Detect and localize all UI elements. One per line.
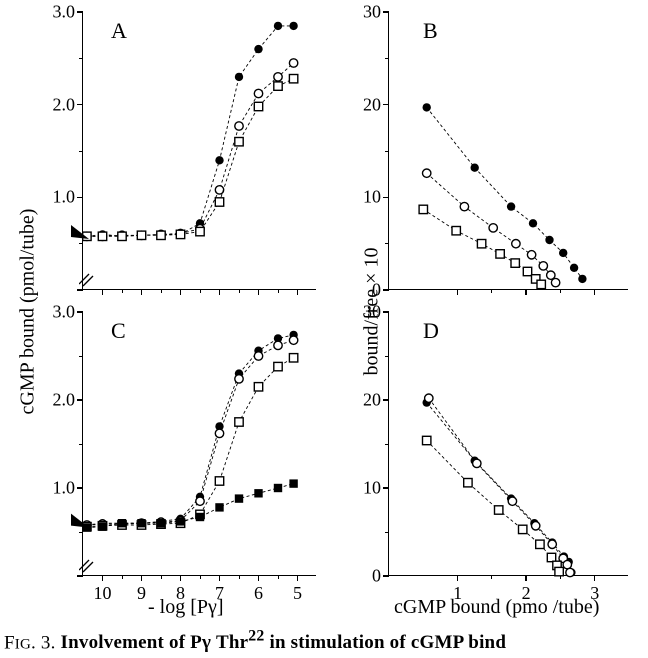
axis-break-icon <box>79 558 95 574</box>
xlabel-left: - log [Pγ] <box>148 596 224 619</box>
chart-series <box>389 12 629 290</box>
xtick-label: 5 <box>293 583 302 604</box>
caption-bold2: in stimulation of cGMP bind <box>265 632 507 653</box>
plot-frame: 0102030123D <box>388 312 628 576</box>
ylabel-left: cGMP bound (pmol/tube) <box>17 192 40 432</box>
panel-C: 1.02.03.01098765C <box>0 308 336 618</box>
xlabel-right: cGMP bound (pmo /tube) <box>394 596 599 619</box>
caption-num: . 3. <box>31 632 61 653</box>
ytick-label: 1.0 <box>53 478 76 499</box>
caption-prefix: F <box>4 632 15 653</box>
chart-series <box>389 312 629 576</box>
ytick-label: 2.0 <box>53 94 76 115</box>
caption-sup: 22 <box>248 628 264 645</box>
xtick-label: 10 <box>94 583 112 604</box>
chart-series <box>83 12 317 290</box>
chart-series <box>83 312 317 576</box>
ytick-label: 20 <box>363 94 381 115</box>
caption-sc: IG <box>15 636 31 652</box>
plot-frame: 1.02.03.0A <box>82 12 316 290</box>
ylabel-right: bound/free × 10 <box>361 222 384 402</box>
ytick-label: 3.0 <box>53 2 76 23</box>
ytick-label: 3.0 <box>53 302 76 323</box>
ytick-label: 1.0 <box>53 187 76 208</box>
panel-A: 1.02.03.0A <box>0 2 336 308</box>
axis-break-icon <box>79 272 95 288</box>
plot-frame: 0102030B <box>388 12 628 290</box>
figure-grid: 1.02.03.0A 0102030B 1.02.03.01098765C 01… <box>0 2 648 618</box>
plot-frame: 1.02.03.01098765C <box>82 312 316 576</box>
ytick-label: 30 <box>363 2 381 23</box>
ytick-label: 10 <box>363 187 381 208</box>
xtick-label: 6 <box>254 583 263 604</box>
xtick-label: 9 <box>137 583 146 604</box>
figure-caption: FIG. 3. Involvement of Pγ Thr22 in stimu… <box>4 628 506 654</box>
ytick-label: 0 <box>372 566 381 587</box>
ytick-label: 10 <box>363 478 381 499</box>
ytick-label: 2.0 <box>53 390 76 411</box>
caption-bold: Involvement of Pγ Thr <box>61 632 249 653</box>
